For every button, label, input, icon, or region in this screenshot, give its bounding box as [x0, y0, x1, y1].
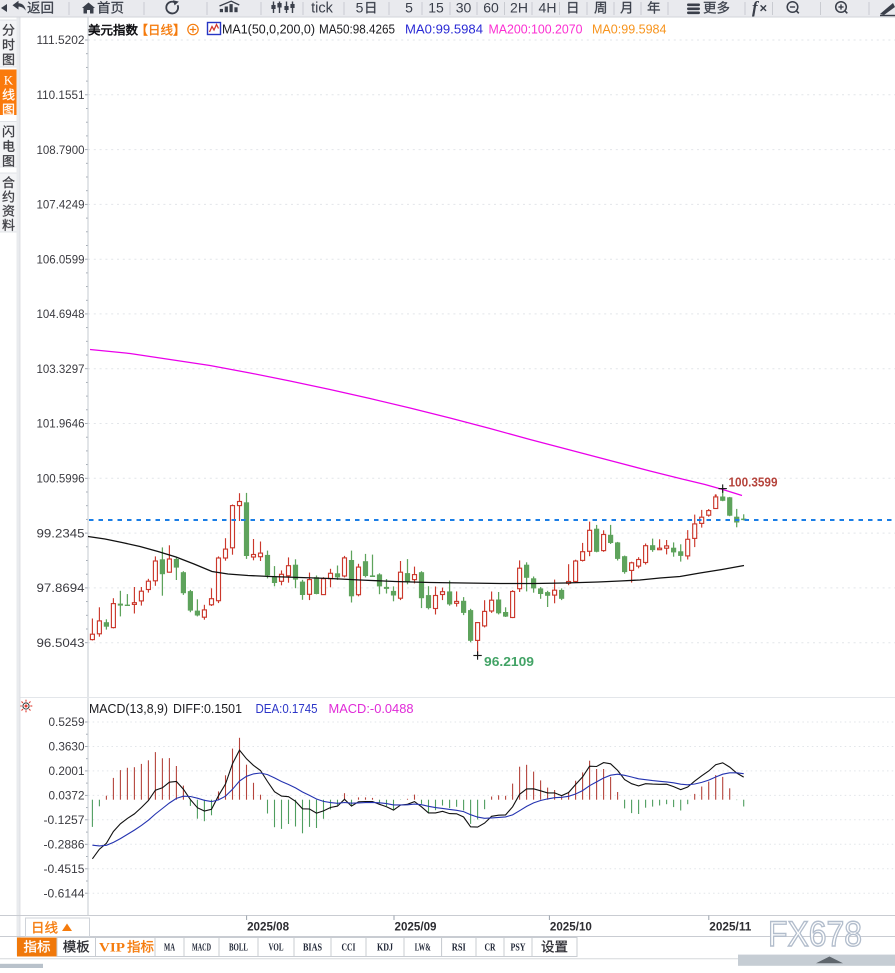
svg-text:96.5043: 96.5043: [37, 636, 85, 650]
svg-text:111.5202: 111.5202: [37, 33, 85, 47]
svg-text:108.7900: 108.7900: [37, 143, 85, 157]
svg-text:-0.6144: -0.6144: [44, 886, 85, 900]
svg-text:107.4249: 107.4249: [37, 198, 85, 212]
svg-text:0.2001: 0.2001: [49, 764, 85, 778]
svg-text:BOLL: BOLL: [229, 942, 248, 954]
svg-text:2025/09: 2025/09: [395, 920, 437, 934]
svg-text:60: 60: [483, 0, 499, 16]
svg-text:CR: CR: [485, 942, 497, 954]
svg-text:VIP: VIP: [99, 941, 125, 955]
svg-text:PSY: PSY: [511, 942, 526, 954]
svg-text:MA0:99.5984: MA0:99.5984: [405, 22, 483, 37]
svg-text:-0.2886: -0.2886: [44, 838, 85, 852]
svg-text:FX678: FX678: [768, 915, 862, 954]
svg-text:30: 30: [456, 0, 472, 16]
svg-text:-0.4515: -0.4515: [44, 862, 85, 876]
svg-text:103.3297: 103.3297: [37, 362, 85, 376]
svg-text:CCI: CCI: [342, 942, 356, 954]
svg-text:-0.1257: -0.1257: [44, 813, 85, 827]
svg-text:96.2109: 96.2109: [484, 654, 534, 669]
svg-text:LW&: LW&: [415, 942, 431, 954]
svg-text:100.3599: 100.3599: [729, 476, 778, 490]
svg-text:MACD: MACD: [192, 942, 211, 954]
svg-text:0.3630: 0.3630: [49, 740, 85, 754]
svg-text:15: 15: [428, 0, 444, 16]
svg-text:5: 5: [356, 0, 364, 16]
svg-text:2025/08: 2025/08: [247, 920, 289, 934]
svg-text:99.2345: 99.2345: [37, 526, 85, 540]
svg-text:MA200:100.2070: MA200:100.2070: [489, 22, 583, 37]
svg-text:MA: MA: [164, 942, 175, 954]
svg-text:MACD(13,8,9): MACD(13,8,9): [89, 701, 168, 716]
svg-text:KDJ: KDJ: [377, 942, 393, 954]
svg-text:DEA:0.1745: DEA:0.1745: [256, 701, 318, 716]
svg-text:×: ×: [760, 1, 768, 16]
svg-text:4H: 4H: [539, 0, 557, 16]
svg-text:tick: tick: [311, 1, 334, 17]
svg-text:2025/10: 2025/10: [550, 920, 592, 934]
svg-text:104.6948: 104.6948: [37, 307, 85, 321]
svg-text:110.1551: 110.1551: [37, 88, 85, 102]
svg-text:MACD:-0.0488: MACD:-0.0488: [329, 701, 414, 716]
svg-text:MA1(50,0,200,0): MA1(50,0,200,0): [222, 22, 315, 37]
svg-text:2025/11: 2025/11: [709, 920, 751, 934]
svg-text:100.5996: 100.5996: [37, 472, 85, 486]
svg-text:106.0599: 106.0599: [37, 252, 85, 266]
svg-text:DIFF:0.1501: DIFF:0.1501: [173, 701, 242, 716]
svg-text:97.8694: 97.8694: [37, 581, 85, 595]
svg-text:101.9646: 101.9646: [37, 417, 85, 431]
svg-text:MA0:99.5984: MA0:99.5984: [592, 22, 667, 37]
svg-text:2H: 2H: [510, 0, 528, 16]
svg-text:0.5259: 0.5259: [49, 715, 85, 729]
svg-text:K: K: [4, 72, 14, 87]
svg-text:VOL: VOL: [269, 942, 284, 954]
svg-text:RSI: RSI: [452, 942, 466, 954]
svg-text:0.0372: 0.0372: [49, 789, 85, 803]
svg-text:BIAS: BIAS: [303, 942, 322, 954]
svg-text:5: 5: [405, 0, 413, 16]
svg-text:MA50:98.4265: MA50:98.4265: [319, 22, 395, 37]
svg-text:f: f: [752, 0, 760, 17]
